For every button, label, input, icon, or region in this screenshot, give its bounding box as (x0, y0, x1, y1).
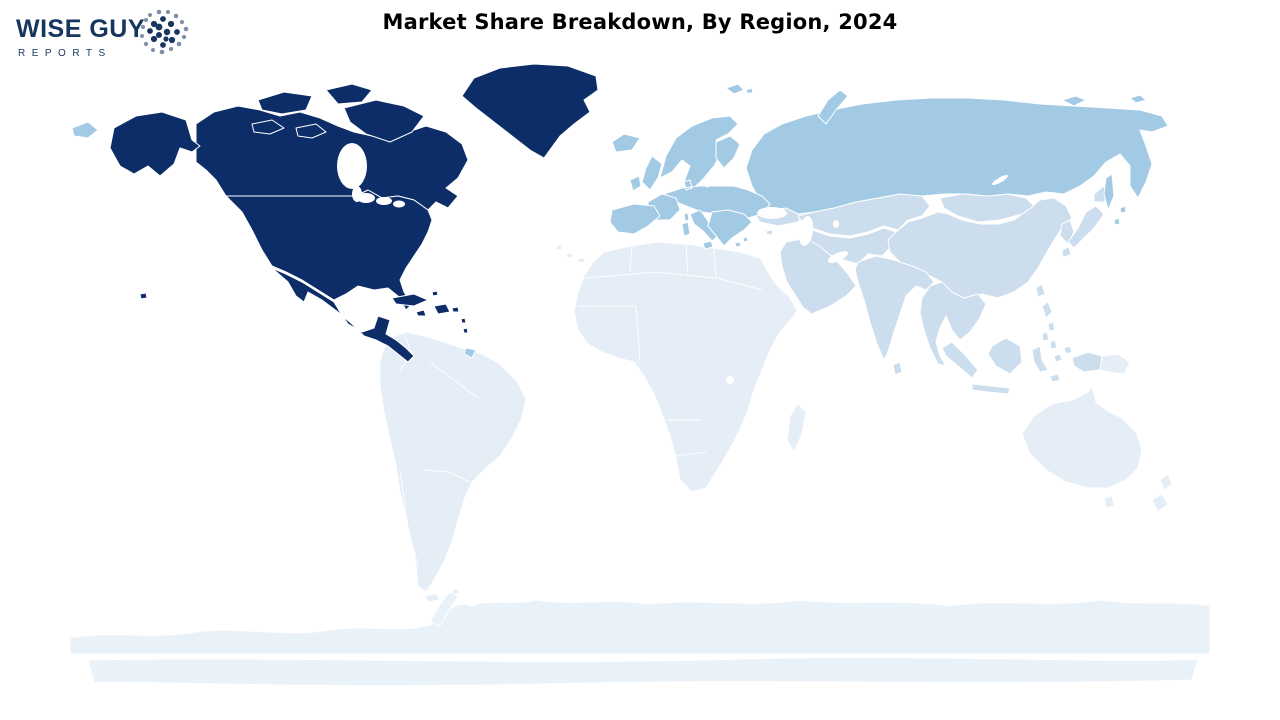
south-america (379, 331, 527, 593)
wiseguy-logo: WISE GUY REPORTS (16, 6, 208, 70)
greenland (461, 63, 599, 159)
alaska (109, 111, 201, 177)
indonesia (941, 337, 1073, 395)
french-guiana (463, 347, 477, 359)
british-isles (629, 155, 663, 192)
water-lake-baikal (992, 175, 1008, 185)
antarctica-main (69, 599, 1211, 655)
chart-title: Market Share Breakdown, By Region, 2024 (382, 10, 898, 34)
oceania-islands (1103, 473, 1173, 513)
water-black-sea (757, 207, 787, 219)
water-aral-sea (833, 220, 839, 228)
japan (1061, 185, 1113, 258)
region-north-america (109, 63, 599, 363)
africa-islands (555, 244, 586, 264)
hawaii (139, 292, 148, 300)
south-america-islands (423, 588, 460, 603)
region-europe-russia (71, 83, 1169, 359)
china (887, 197, 1073, 301)
philippines (1041, 301, 1058, 350)
water-overlays (337, 143, 1008, 384)
water-great-lake-2 (376, 197, 392, 205)
iberia (609, 203, 661, 235)
region-asia (753, 185, 1113, 395)
southeast-asia (919, 281, 987, 367)
africa-inner-borders (578, 243, 763, 457)
mexico-central-america (271, 267, 415, 363)
caribbean-islands (391, 290, 469, 334)
russia (745, 97, 1169, 215)
region-antarctica (69, 591, 1211, 687)
water-great-lake-1 (357, 193, 375, 203)
water-great-lake-3 (393, 200, 405, 208)
russia-islands (71, 83, 1147, 226)
water-baltic-sea (704, 168, 720, 188)
usa-mainland (225, 189, 433, 311)
balkans-greece (707, 209, 753, 248)
canadian-arctic-islands (251, 83, 425, 143)
canada-mainland (195, 105, 469, 211)
antarctica-shelf (87, 657, 1199, 687)
logo-wordmark: WISE GUY (16, 15, 145, 43)
logo-subtext: REPORTS (18, 48, 112, 59)
region-rest-of-world (379, 241, 1173, 603)
madagascar (786, 403, 807, 453)
logo-head-icon (140, 9, 189, 55)
water-persian-gulf (827, 251, 849, 263)
water-caspian-sea (798, 216, 814, 246)
water-hudson-bay (337, 143, 367, 189)
water-red-sea (760, 248, 804, 312)
finland (715, 135, 741, 169)
iceland (611, 133, 641, 153)
australia (1021, 385, 1143, 489)
new-guinea-west (1071, 351, 1103, 373)
water-lake-victoria (726, 376, 734, 384)
new-guinea-east (1099, 353, 1131, 375)
india (854, 255, 935, 376)
africa (573, 241, 803, 493)
arabian-peninsula (779, 237, 857, 315)
antarctic-peninsula (429, 591, 459, 627)
